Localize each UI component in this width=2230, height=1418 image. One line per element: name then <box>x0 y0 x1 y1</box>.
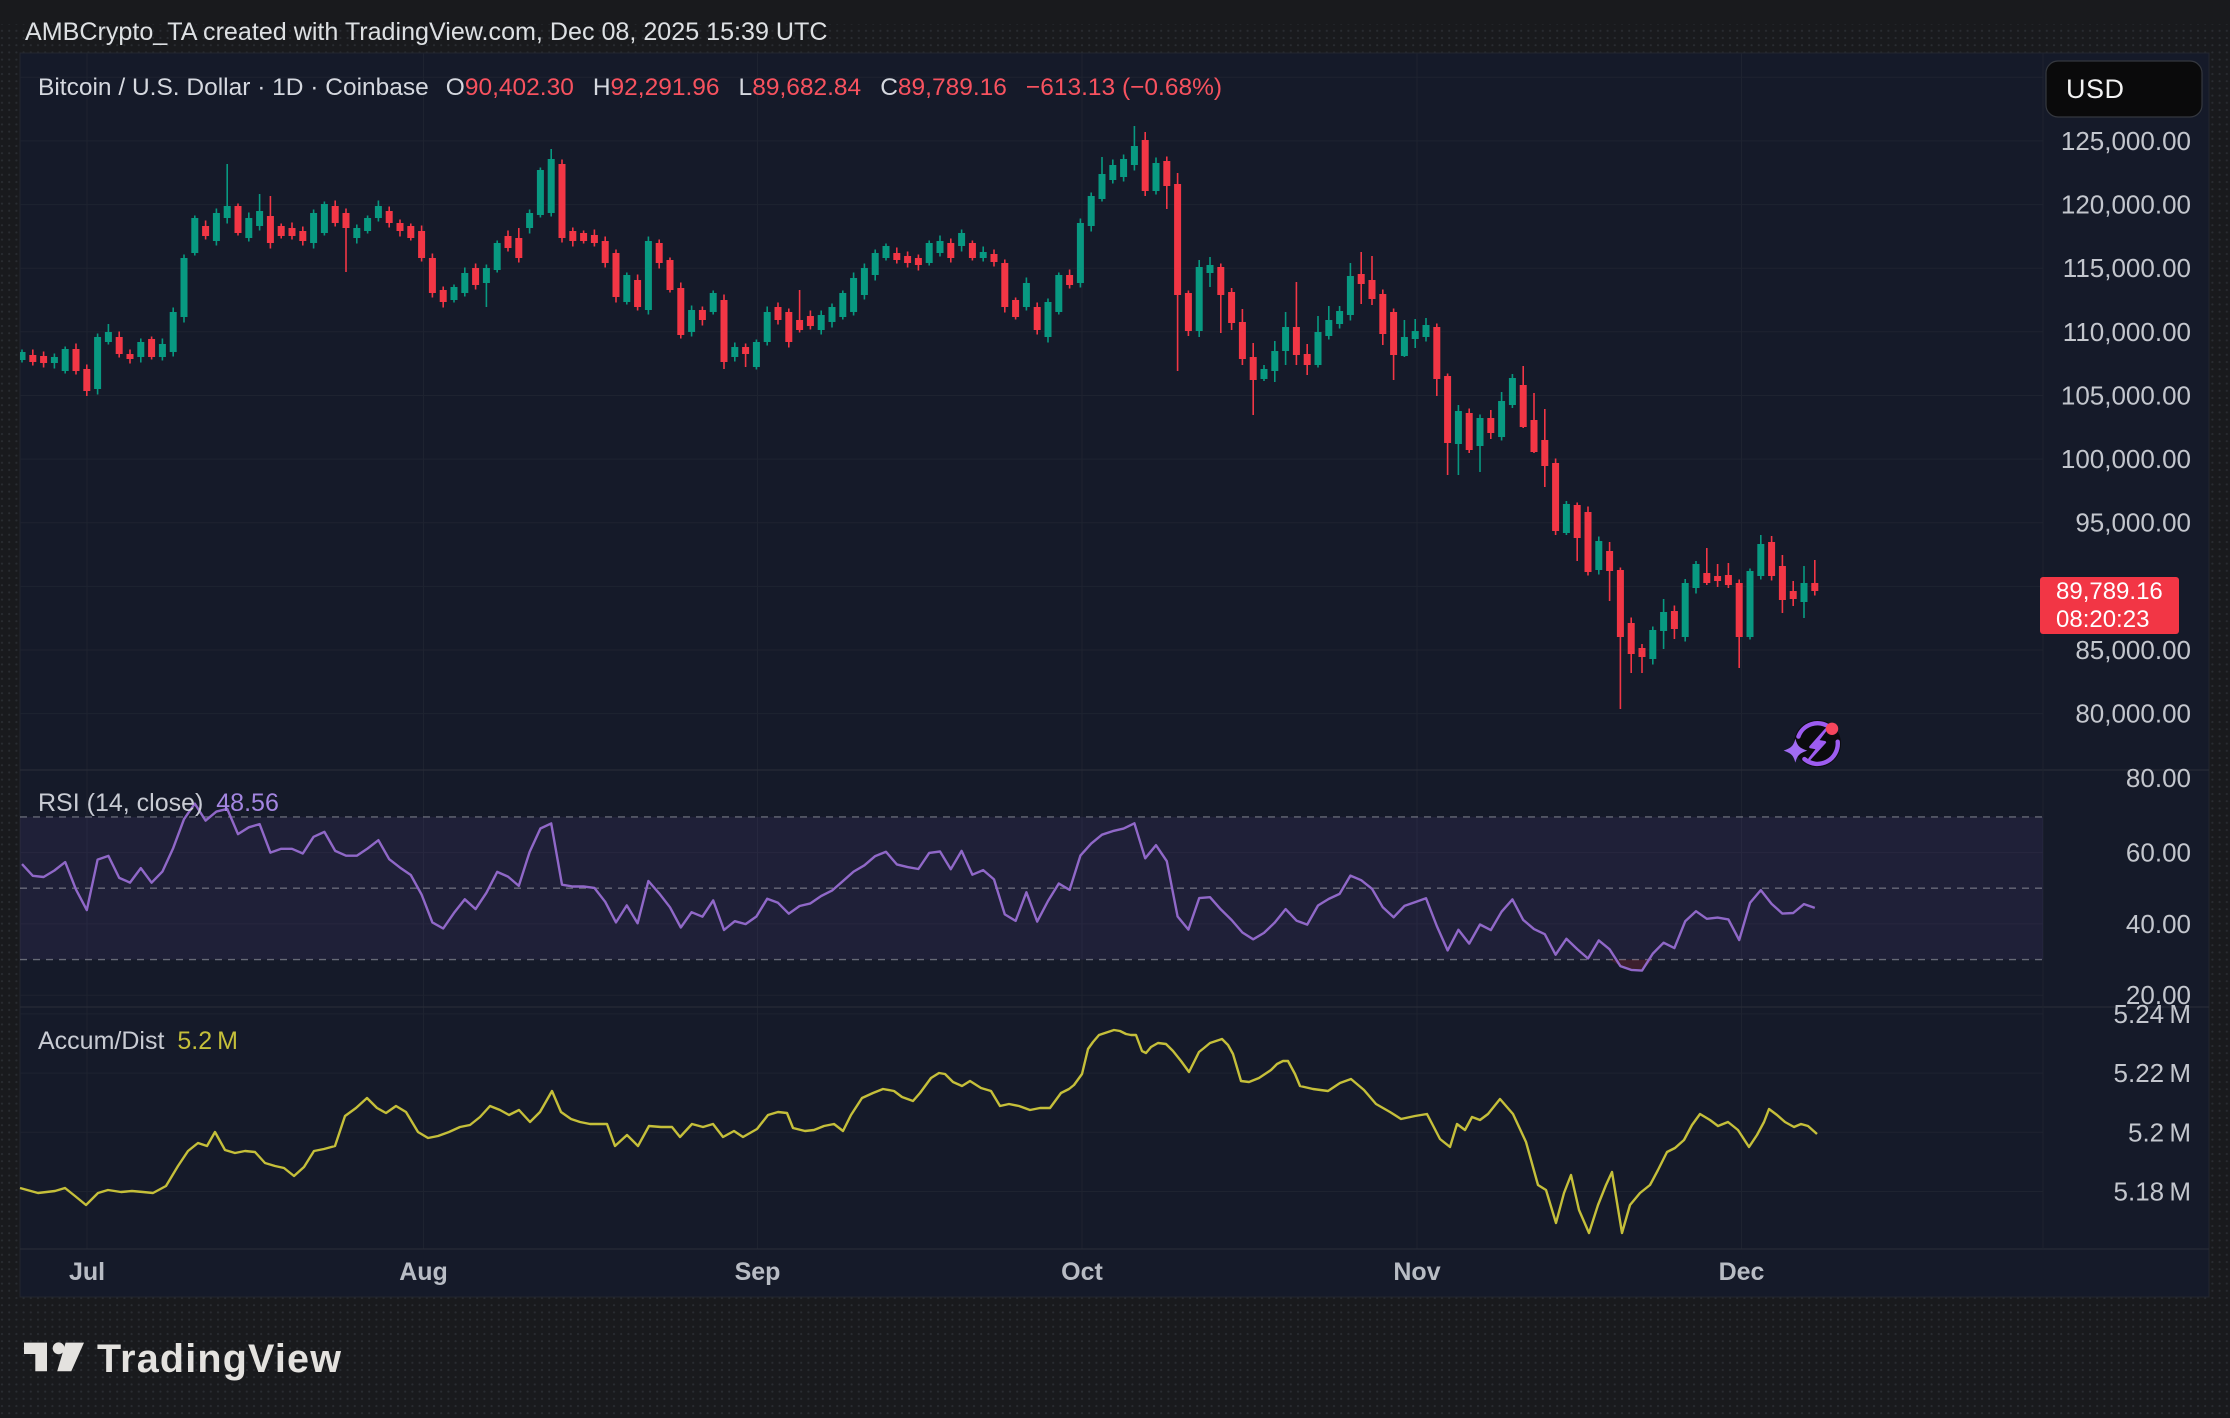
svg-text:85,000.00: 85,000.00 <box>2075 635 2191 665</box>
svg-text:AMBCrypto_TA created with Trad: AMBCrypto_TA created with TradingView.co… <box>25 18 827 46</box>
svg-text:100,000.00: 100,000.00 <box>2061 444 2191 474</box>
svg-text:60.00: 60.00 <box>2126 838 2191 868</box>
svg-text:20.00: 20.00 <box>2126 980 2191 1010</box>
svg-text:5.18 M: 5.18 M <box>2114 1177 2191 1207</box>
svg-text:Accum/Dist 5.2 M: Accum/Dist 5.2 M <box>38 1027 238 1055</box>
svg-text:5.22 M: 5.22 M <box>2114 1058 2191 1088</box>
svg-text:Dec: Dec <box>1719 1258 1765 1286</box>
svg-text:USD: USD <box>2066 74 2125 104</box>
svg-text:95,000.00: 95,000.00 <box>2075 508 2191 538</box>
svg-text:TradingView: TradingView <box>97 1337 342 1381</box>
svg-text:115,000.00: 115,000.00 <box>2063 253 2191 283</box>
svg-text:105,000.00: 105,000.00 <box>2061 380 2191 410</box>
svg-text:Sep: Sep <box>735 1258 781 1286</box>
svg-text:89,789.16: 89,789.16 <box>2056 578 2163 605</box>
svg-text:Oct: Oct <box>1061 1258 1103 1286</box>
svg-text:110,000.00: 110,000.00 <box>2063 317 2191 347</box>
svg-text:80,000.00: 80,000.00 <box>2075 699 2191 729</box>
svg-text:125,000.00: 125,000.00 <box>2061 126 2191 156</box>
svg-text:5.2 M: 5.2 M <box>2128 1117 2191 1147</box>
svg-text:5.24 M: 5.24 M <box>2114 999 2191 1029</box>
svg-text:Jul: Jul <box>69 1258 105 1286</box>
svg-text:Aug: Aug <box>399 1258 448 1286</box>
svg-text:08:20:23: 08:20:23 <box>2056 606 2149 633</box>
svg-text:Nov: Nov <box>1393 1258 1440 1286</box>
svg-text:40.00: 40.00 <box>2126 909 2191 939</box>
svg-text:Bitcoin / U.S. Dollar · 1D · C: Bitcoin / U.S. Dollar · 1D · Coinbase O90… <box>38 74 1222 101</box>
svg-text:120,000.00: 120,000.00 <box>2061 190 2191 220</box>
svg-text:80.00: 80.00 <box>2126 763 2191 793</box>
svg-text:RSI (14, close) 48.56: RSI (14, close) 48.56 <box>38 789 279 817</box>
